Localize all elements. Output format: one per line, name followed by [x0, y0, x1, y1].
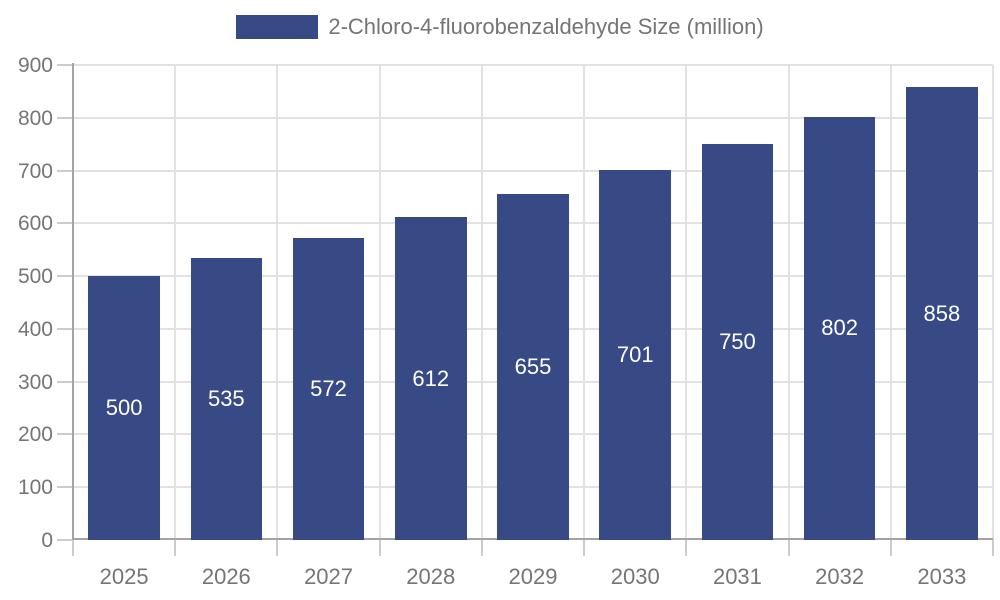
- y-tick-label: 900: [17, 54, 53, 77]
- bar-value-label: 500: [105, 395, 143, 421]
- x-axis-tick: [174, 540, 177, 556]
- grid-line-vertical: [480, 65, 483, 540]
- y-tick-label: 400: [17, 317, 53, 341]
- y-axis-tick: [57, 433, 73, 436]
- x-axis-tick: [480, 540, 483, 556]
- y-tick-label: 700: [17, 159, 53, 183]
- y-tick-label: 800: [17, 106, 53, 130]
- x-axis-tick: [72, 540, 74, 556]
- x-axis-tick: [685, 540, 688, 556]
- legend: 2-Chloro-4-fluorobenzaldehyde Size (mill…: [0, 14, 1000, 40]
- grid-line-vertical: [174, 65, 177, 540]
- bar-value-label: 802: [821, 315, 858, 341]
- bar: 500: [88, 276, 160, 540]
- y-axis-line: [72, 63, 74, 540]
- grid-line-vertical: [889, 65, 892, 540]
- legend-swatch: [236, 15, 319, 39]
- legend-label: 2-Chloro-4-fluorobenzaldehyde Size (mill…: [328, 14, 764, 39]
- y-tick-label: 0: [41, 529, 53, 552]
- x-tick-label: 2033: [917, 564, 967, 589]
- bar: 750: [701, 144, 774, 540]
- bar: 802: [803, 116, 876, 540]
- grid-line-vertical: [583, 65, 586, 540]
- x-tick-label: 2025: [99, 564, 149, 589]
- bar-value-label: 612: [412, 365, 450, 391]
- x-tick-label: 2031: [712, 564, 762, 589]
- bar-value-label: 701: [616, 342, 654, 367]
- grid-line-vertical: [787, 65, 790, 540]
- x-tick-label: 2032: [815, 564, 865, 589]
- y-axis-tick: [57, 116, 73, 119]
- bar: 701: [599, 170, 671, 540]
- y-tick-label: 200: [17, 423, 53, 447]
- x-tick-label: 2029: [508, 564, 558, 589]
- grid-line-vertical: [992, 65, 994, 540]
- x-axis-tick: [583, 540, 586, 556]
- bar: 572: [292, 238, 365, 540]
- grid-line-vertical: [276, 65, 279, 540]
- x-axis-tick: [787, 540, 790, 556]
- x-axis-tick: [889, 540, 892, 556]
- x-axis-tick: [378, 540, 381, 556]
- grid-line-vertical: [685, 65, 688, 540]
- y-tick-label: 600: [17, 212, 53, 236]
- y-axis-tick: [57, 64, 73, 66]
- y-tick-label: 500: [17, 265, 53, 289]
- y-axis-tick: [57, 222, 73, 225]
- x-tick-label: 2027: [304, 564, 354, 589]
- grid-line-horizontal: [73, 64, 993, 66]
- grid-line-vertical: [378, 65, 381, 540]
- bar-value-label: 655: [514, 354, 552, 380]
- bar: 612: [395, 217, 467, 540]
- y-axis-tick: [57, 539, 73, 541]
- x-axis-tick: [992, 540, 994, 556]
- y-axis-tick: [57, 275, 73, 278]
- bar-value-label: 535: [207, 385, 245, 411]
- y-tick-label: 300: [17, 370, 53, 394]
- bar: 535: [190, 257, 263, 540]
- bar-value-label: 572: [310, 376, 347, 402]
- x-tick-label: 2026: [201, 564, 251, 589]
- bar-value-label: 750: [719, 329, 756, 355]
- x-tick-label: 2030: [610, 564, 660, 589]
- y-axis-tick: [57, 327, 73, 330]
- y-axis-tick: [57, 486, 73, 489]
- grid-line-horizontal: [73, 169, 993, 172]
- y-axis-tick: [57, 380, 73, 383]
- bar: 655: [497, 194, 569, 540]
- grid-line-horizontal: [73, 116, 993, 119]
- bar-value-label: 858: [923, 300, 961, 326]
- x-tick-label: 2028: [406, 564, 456, 589]
- y-tick-label: 100: [17, 476, 53, 500]
- bar: 858: [906, 87, 978, 540]
- x-axis-tick: [276, 540, 279, 556]
- y-axis-tick: [57, 169, 73, 172]
